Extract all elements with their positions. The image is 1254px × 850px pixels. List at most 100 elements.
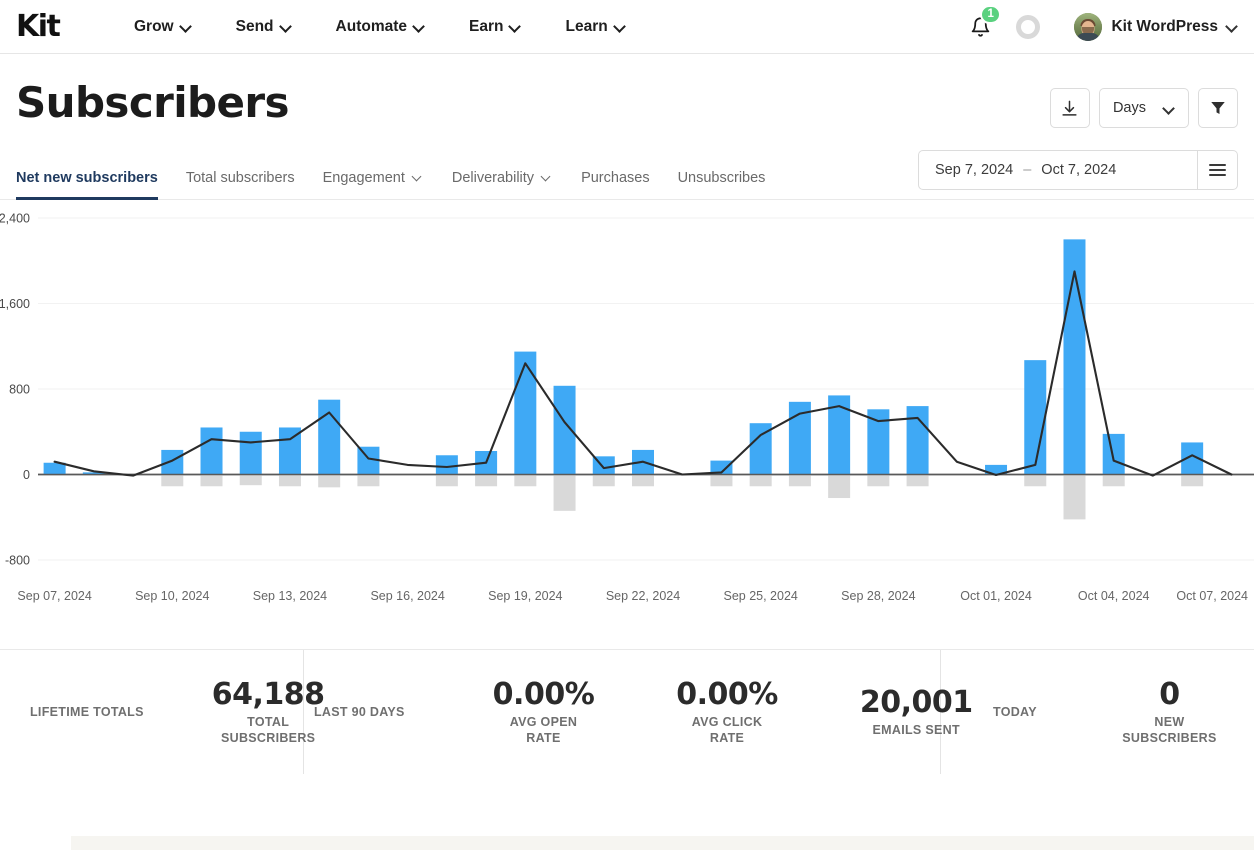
nav-item-automate[interactable]: Automate [314,0,447,54]
stat-group-today: TODAY 0 NEW SUBSCRIBERS [941,650,1254,774]
stat-label: TOTAL SUBSCRIBERS [221,714,316,745]
stat-avg-open-rate: 0.00% AVG OPEN RATE [467,678,621,746]
menu-icon [1209,164,1226,176]
x-axis-tick-label: Oct 07, 2024 [1176,589,1248,603]
bar-negative [1024,474,1047,487]
bar-positive [1102,433,1125,475]
tab-label: Purchases [581,169,650,186]
interval-value: Days [1112,100,1146,116]
bar-positive [82,472,105,475]
chevron-down-icon [281,21,292,32]
date-range-picker[interactable]: Sep 7, 2024 – Oct 7, 2024 [918,150,1238,190]
chevron-down-icon [615,21,626,32]
x-axis-tick-label: Sep 13, 2024 [253,589,327,603]
bar-negative [749,474,772,487]
bar-positive [239,431,262,475]
bar-positive [788,401,811,475]
date-range-menu-button[interactable] [1198,150,1238,190]
y-axis-tick-label: 2,400 [0,212,30,226]
bar-negative [553,474,576,511]
stat-label: NEW SUBSCRIBERS [1122,714,1217,745]
stat-avg-click-rate: 0.00% AVG CLICK RATE [650,678,804,746]
filter-button[interactable] [1198,88,1238,128]
bottom-strip [71,836,1254,850]
stat-label: AVG OPEN RATE [509,714,578,745]
download-button[interactable] [1049,88,1090,128]
metric-tabs-row: Net new subscribers Total subscribers Enga… [0,150,1254,200]
stat-value: 0.00% [676,677,778,713]
nav-item-grow[interactable]: Grow [112,0,214,54]
filter-icon [1211,102,1225,114]
chevron-down-icon [1164,103,1175,114]
nav-item-label: Grow [134,17,174,35]
stat-group-lifetime: LIFETIME TOTALS 64,188 TOTAL SUBSCRIBERS [0,650,325,774]
bar-positive [43,462,66,475]
metric-tabs: Net new subscribers Total subscribers Enga… [16,151,780,200]
stat-value: 64,188 [211,677,325,713]
x-axis-tick-label: Sep 19, 2024 [488,589,562,603]
nav-right-cluster: 1 Kit WordPress [958,4,1254,47]
bar-positive [1181,442,1204,475]
date-range-end: Oct 7, 2024 [1041,162,1117,178]
nav-item-earn[interactable]: Earn [447,0,543,54]
bar-negative [475,474,498,487]
interval-select[interactable]: Days [1098,88,1189,128]
bar-negative [435,474,458,487]
stat-value: 0 [1159,677,1180,713]
x-axis-tick-label: Oct 01, 2024 [960,589,1032,603]
tab-label: Total subscribers [185,169,295,186]
date-range-input[interactable]: Sep 7, 2024 – Oct 7, 2024 [918,150,1198,190]
chevron-down-icon [181,21,192,32]
bar-negative [161,474,184,487]
top-navigation-bar: Kit Grow Send Automate Earn Learn 1 Kit Word… [0,0,1254,54]
nav-item-label: Earn [469,17,504,35]
stat-group-last-90-days: LAST 90 DAYS 0.00% AVG OPEN RATE 0.00% A… [304,650,973,774]
notification-badge: 1 [980,4,1001,24]
tab-unsubscribes[interactable]: Unsubscribes [664,151,780,199]
nav-item-send[interactable]: Send [214,0,314,54]
notifications-button[interactable]: 1 [958,4,1002,47]
bar-positive [514,351,537,475]
tab-label: Net new subscribers [16,169,158,186]
date-range-separator: – [1023,162,1032,178]
y-axis-tick-label: 0 [23,468,30,482]
bar-positive [1024,360,1047,475]
page-title: Subscribers [16,78,289,127]
nav-item-label: Learn [565,17,608,35]
nav-item-learn[interactable]: Learn [543,0,647,54]
y-axis-tick-label: 800 [9,383,30,397]
tab-total-subscribers[interactable]: Total subscribers [172,151,309,199]
bar-negative [318,474,341,488]
user-account-menu[interactable]: Kit WordPress [1074,12,1238,41]
x-axis-tick-label: Sep 28, 2024 [841,589,915,603]
primary-nav-items: Grow Send Automate Earn Learn [112,0,648,54]
stat-value: 20,001 [859,685,973,721]
brand-logo-link[interactable]: Kit [0,8,112,44]
tab-net-new-subscribers[interactable]: Net new subscribers [16,151,172,200]
kit-logo: Kit [16,8,61,44]
net-new-subscribers-chart[interactable]: 2,400 1,600 800 0 -800 Sep 07, 2024 Sep 10, 20… [0,200,1254,650]
bar-negative [632,474,654,487]
tab-deliverability[interactable]: Deliverability [438,151,567,199]
y-axis-tick-label: -800 [5,554,30,568]
bar-positive [906,406,929,475]
tab-label: Engagement [322,169,405,186]
x-axis-tick-label: Sep 07, 2024 [17,589,91,603]
bar-positive [867,409,890,475]
summary-stats: LIFETIME TOTALS 64,188 TOTAL SUBSCRIBERS… [0,650,1254,774]
chevron-down-icon [542,172,553,183]
user-name-label: Kit WordPress [1111,17,1218,35]
stat-label: EMAILS SENT [872,722,960,737]
stat-total-subscribers: 64,188 TOTAL SUBSCRIBERS [186,678,351,746]
bar-negative [592,474,615,487]
tab-engagement[interactable]: Engagement [309,151,438,199]
tab-purchases[interactable]: Purchases [567,151,664,199]
bar-negative [1181,474,1204,487]
bar-positive [553,385,576,475]
bar-negative [867,474,890,487]
bar-negative [1102,474,1125,487]
bar-positive [161,449,184,475]
chart-canvas: 2,400 1,600 800 0 -800 Sep 07, 2024 Sep 10, 20… [0,212,1254,603]
bar-negative [278,474,301,487]
stat-group-label: LAST 90 DAYS [314,705,405,719]
